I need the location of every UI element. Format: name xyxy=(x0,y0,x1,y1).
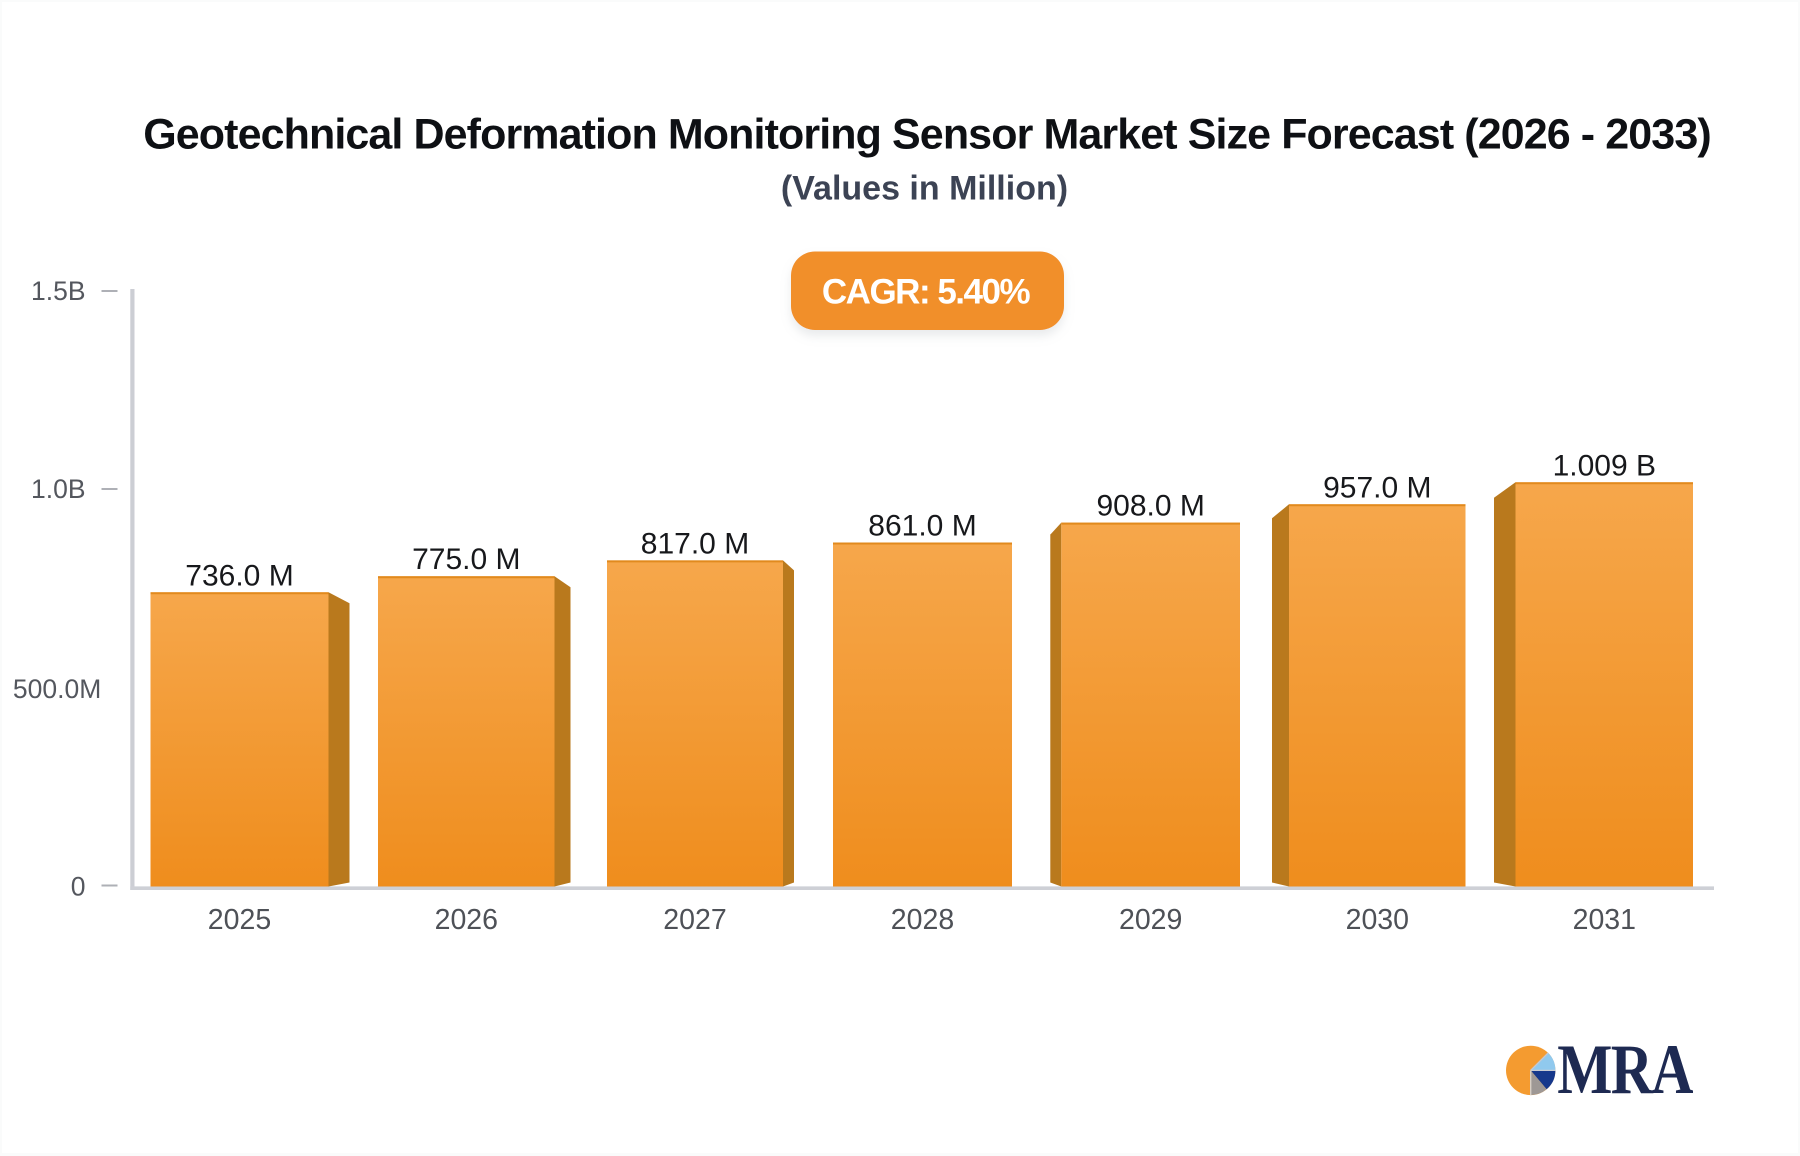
svg-text:817.0 M: 817.0 M xyxy=(641,527,749,560)
svg-text:2028: 2028 xyxy=(891,904,954,936)
svg-text:Geotechnical Deformation Monit: Geotechnical Deformation Monitoring Sens… xyxy=(143,110,1711,158)
svg-text:2031: 2031 xyxy=(1573,904,1636,936)
svg-text:1.5B: 1.5B xyxy=(31,276,86,306)
svg-text:908.0 M: 908.0 M xyxy=(1096,490,1204,523)
svg-text:957.0 M: 957.0 M xyxy=(1323,471,1431,504)
svg-text:2030: 2030 xyxy=(1346,904,1409,936)
svg-text:MRA: MRA xyxy=(1557,1031,1693,1110)
svg-text:2027: 2027 xyxy=(663,904,726,936)
svg-text:861.0 M: 861.0 M xyxy=(868,510,976,543)
svg-text:0: 0 xyxy=(71,871,86,901)
svg-text:2029: 2029 xyxy=(1119,904,1182,936)
svg-text:CAGR: 5.40%: CAGR: 5.40% xyxy=(822,273,1031,312)
svg-text:1.0B: 1.0B xyxy=(31,474,86,504)
svg-text:1.009 B: 1.009 B xyxy=(1553,449,1656,482)
svg-text:736.0 M: 736.0 M xyxy=(185,559,293,592)
svg-text:2026: 2026 xyxy=(435,904,498,936)
svg-text:500.0M: 500.0M xyxy=(13,674,101,704)
svg-text:2025: 2025 xyxy=(208,904,271,936)
svg-text:(Values in Million): (Values in Million) xyxy=(781,170,1068,208)
svg-text:775.0 M: 775.0 M xyxy=(412,543,520,576)
